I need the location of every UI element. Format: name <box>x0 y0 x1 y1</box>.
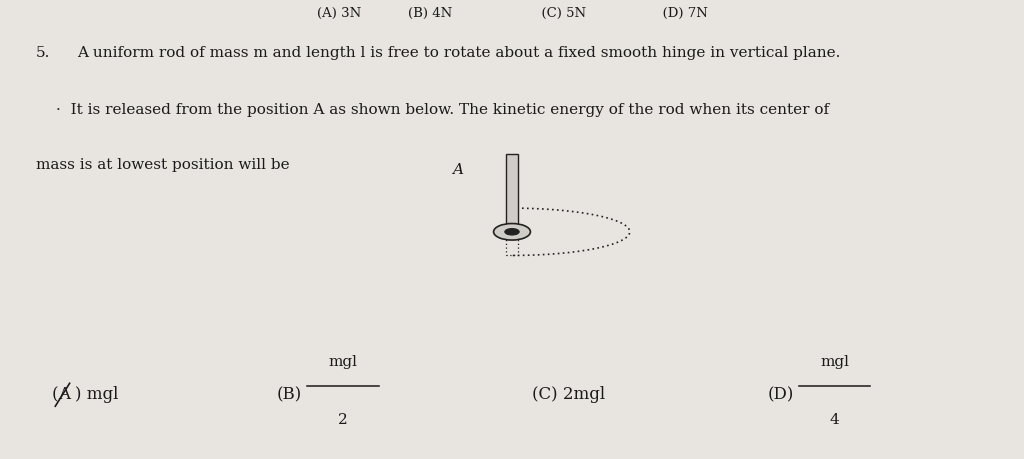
Bar <box>506 154 518 232</box>
Text: A: A <box>452 162 463 177</box>
Text: ) mgl: ) mgl <box>75 386 118 403</box>
Text: (A) 3N           (B) 4N                     (C) 5N                  (D) 7N: (A) 3N (B) 4N (C) 5N (D) 7N <box>316 7 708 20</box>
Text: mgl: mgl <box>329 355 357 369</box>
Text: (: ( <box>51 386 57 403</box>
Text: A uniform rod of mass m and length l is free to rotate about a fixed smooth hing: A uniform rod of mass m and length l is … <box>77 46 840 60</box>
Text: 5.: 5. <box>36 46 50 60</box>
Text: (C) 2mgl: (C) 2mgl <box>532 386 605 403</box>
Text: mass is at lowest position will be: mass is at lowest position will be <box>36 158 290 173</box>
Text: (B): (B) <box>276 386 302 403</box>
Circle shape <box>505 229 519 235</box>
Text: A: A <box>58 386 71 403</box>
Text: mgl: mgl <box>820 355 849 369</box>
Text: (D): (D) <box>768 386 795 403</box>
Text: 4: 4 <box>829 413 840 427</box>
Circle shape <box>494 224 530 240</box>
Text: 2: 2 <box>338 413 348 427</box>
Text: ·  It is released from the position A as shown below. The kinetic energy of the : · It is released from the position A as … <box>56 103 829 118</box>
